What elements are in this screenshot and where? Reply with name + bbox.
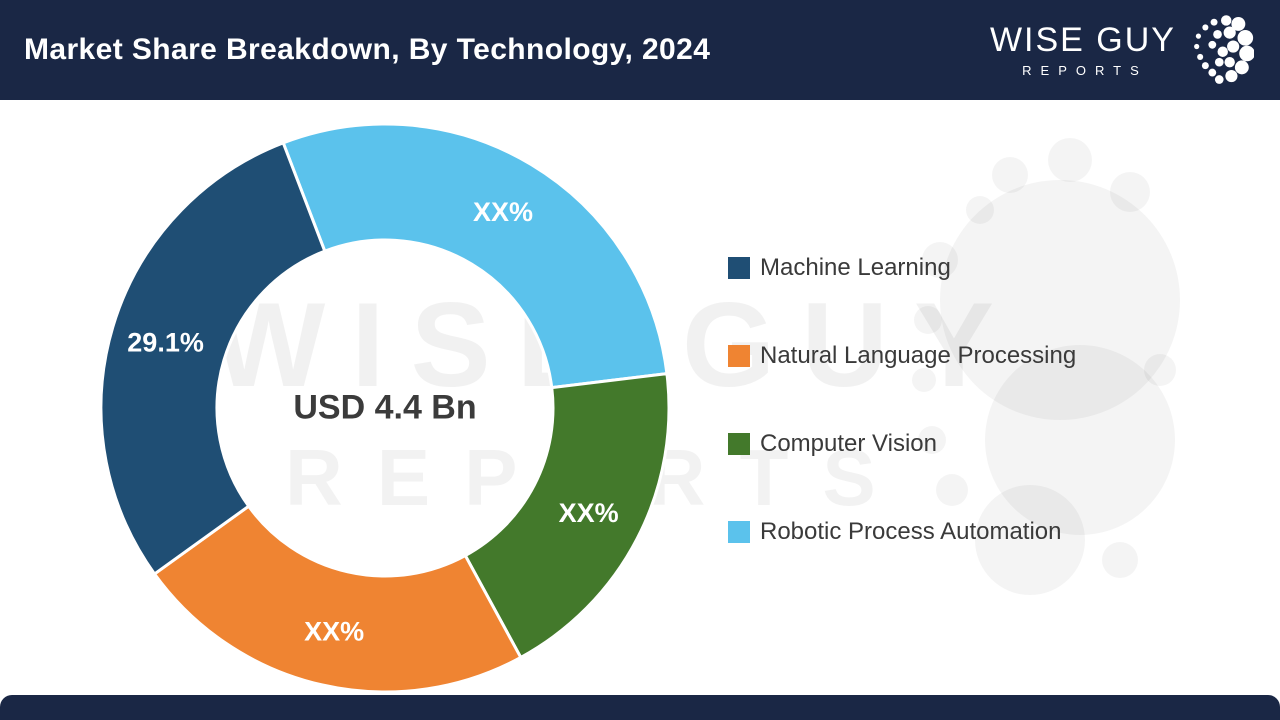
legend-label-computer-vision: Computer Vision <box>760 430 937 457</box>
legend-swatch-machine-learning <box>728 257 750 279</box>
segment-label-robotic-process-automation: XX% <box>473 197 533 227</box>
legend-swatch-natural-language-processing <box>728 345 750 367</box>
donut-segment-natural-language-processing <box>153 504 523 694</box>
donut-segment-computer-vision <box>463 372 671 659</box>
page-title: Market Share Breakdown, By Technology, 2… <box>24 33 711 66</box>
legend-label-machine-learning: Machine Learning <box>760 254 951 281</box>
legend-item-machine-learning: Machine Learning <box>728 254 1076 282</box>
legend: Machine Learning Natural Language Proces… <box>728 254 1076 546</box>
logo-wordmark-top: WISE GUY <box>989 20 1176 59</box>
legend-label-natural-language-processing: Natural Language Processing <box>760 342 1077 369</box>
segment-label-computer-vision: XX% <box>559 498 619 528</box>
logo-wordmark-bottom: REPORTS <box>1022 62 1148 78</box>
footer-bar <box>0 695 1280 720</box>
legend-label-robotic-process-automation: Robotic Process Automation <box>760 518 1062 545</box>
donut-segment-robotic-process-automation <box>281 122 669 390</box>
donut-segment-machine-learning <box>99 141 327 576</box>
legend-item-computer-vision: Computer Vision <box>728 430 1076 458</box>
legend-item-robotic-process-automation: Robotic Process Automation <box>728 518 1076 546</box>
legend-item-natural-language-processing: Natural Language Processing <box>728 342 1076 370</box>
legend-swatch-robotic-process-automation <box>728 521 750 543</box>
segment-label-machine-learning: 29.1% <box>127 328 204 358</box>
legend-swatch-computer-vision <box>728 433 750 455</box>
chart-center-value: USD 4.4 Bn <box>293 388 477 427</box>
logo-head-dots-icon <box>1194 15 1254 84</box>
logo-wordmark: WISE GUY REPORTS <box>990 23 1176 78</box>
segment-label-natural-language-processing: XX% <box>304 616 364 646</box>
header: Market Share Breakdown, By Technology, 2… <box>0 0 1280 100</box>
donut-chart: XX% XX% XX% 29.1% <box>99 122 671 694</box>
logo: WISE GUY REPORTS <box>990 10 1254 90</box>
